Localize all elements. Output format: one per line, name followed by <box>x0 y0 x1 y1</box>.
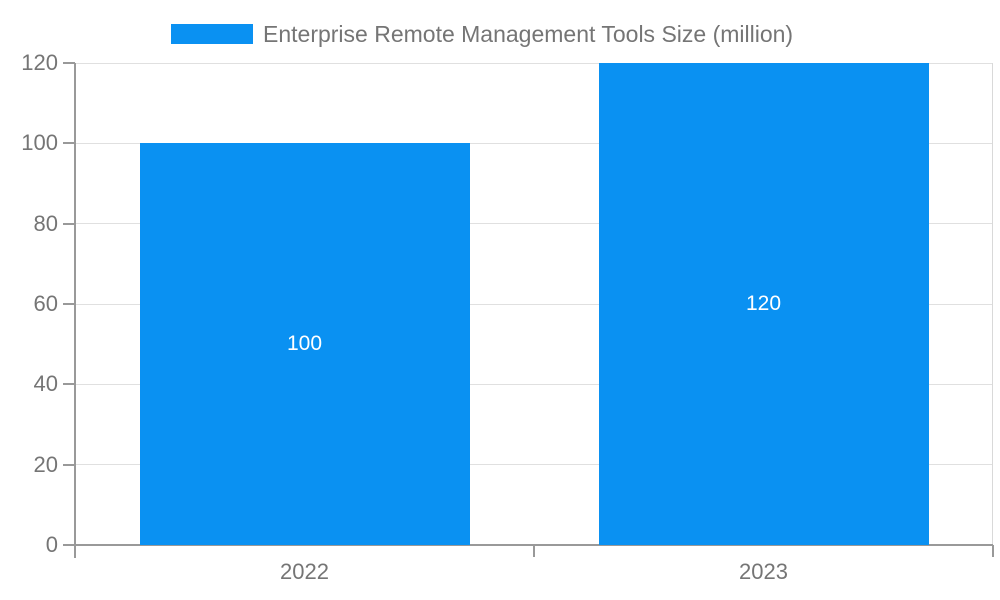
gridline <box>75 62 993 64</box>
gridline <box>75 223 993 225</box>
y-tick-label: 80 <box>33 210 58 236</box>
gridline <box>75 303 993 305</box>
y-tick-label: 100 <box>21 130 58 156</box>
y-axis-tick <box>63 383 75 386</box>
plot-border <box>992 63 993 555</box>
y-tick-label: 120 <box>21 50 58 75</box>
legend: Enterprise Remote Management Tools Size … <box>171 21 793 47</box>
y-axis-tick <box>63 303 75 305</box>
y-axis-tick <box>63 544 75 546</box>
x-axis-tick <box>992 545 994 557</box>
y-axis-tick <box>63 142 75 145</box>
bar-value-label: 120 <box>745 292 782 315</box>
x-axis-tick <box>533 545 535 557</box>
y-tick-label: 60 <box>33 291 58 316</box>
y-axis-tick <box>63 62 75 64</box>
x-tick-label-2022: 2022 <box>280 559 329 584</box>
y-tick-label: 0 <box>45 532 58 557</box>
y-axis-line <box>74 63 76 558</box>
x-tick-label-2023: 2023 <box>739 559 788 584</box>
bar-value-label: 100 <box>286 332 323 356</box>
legend-label: Enterprise Remote Management Tools Size … <box>263 21 794 47</box>
y-axis-tick <box>63 222 75 225</box>
bar-2022 <box>139 143 470 545</box>
legend-swatch <box>171 24 253 44</box>
y-tick-label: 20 <box>33 451 58 477</box>
gridline <box>75 383 993 385</box>
bar-2023 <box>598 63 929 545</box>
y-tick-label: 40 <box>33 371 58 397</box>
y-axis-tick <box>63 463 75 466</box>
gridline <box>75 464 993 466</box>
gridline <box>75 142 993 144</box>
